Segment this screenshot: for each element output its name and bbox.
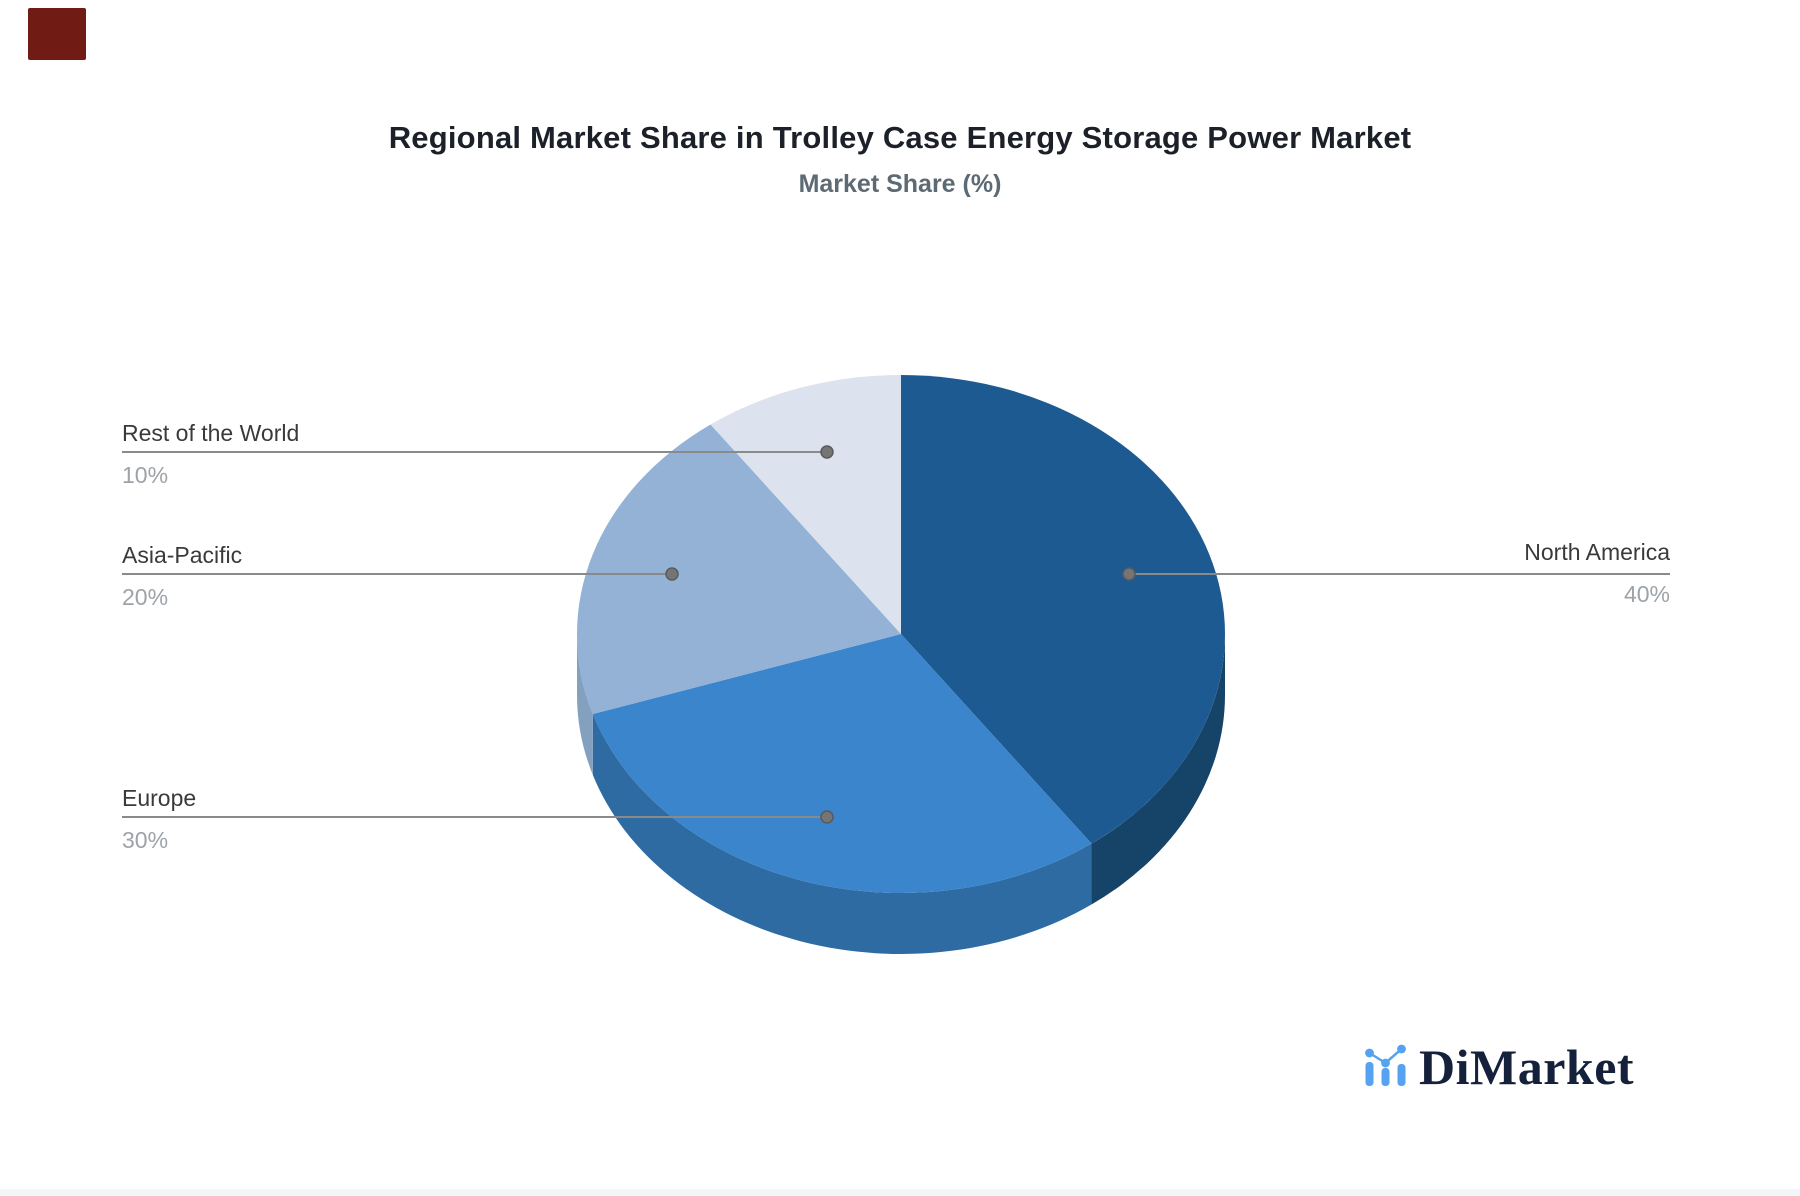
slice-percent: 40% <box>1623 581 1670 607</box>
slice-label-asia-pacific: Asia-Pacific 20% <box>122 541 242 611</box>
leader-dot-rest-of-the-world <box>820 445 834 459</box>
slice-north-america-wedge[interactable] <box>901 375 1225 844</box>
chart-subtitle: Market Share (%) <box>798 170 1002 198</box>
slice-europe-side[interactable] <box>592 714 1092 954</box>
slice-rest-of-the-world-wedge[interactable] <box>710 375 901 634</box>
slice-label-rest-of-the-world: Rest of the World 10% <box>122 419 299 489</box>
slice-name: Rest of the World <box>122 420 300 446</box>
top-left-marker <box>28 8 86 60</box>
logo: DiMarket <box>1365 1039 1635 1095</box>
slice-name: Asia-Pacific <box>122 542 243 568</box>
leader-dot-asia-pacific <box>665 567 679 581</box>
slice-europe-wedge[interactable] <box>592 634 1092 893</box>
slice-percent: 30% <box>122 827 169 853</box>
slice-asia-pacific-wedge[interactable] <box>577 424 901 715</box>
footer-strip <box>0 1189 1800 1196</box>
slice-percent: 20% <box>122 584 169 610</box>
leader-dot-north-america <box>1122 567 1136 581</box>
slice-name: North America <box>1524 539 1670 565</box>
slice-asia-pacific-side[interactable] <box>577 634 593 776</box>
trend-bars-icon <box>1365 1044 1406 1086</box>
slice-label-north-america: North America 40% <box>1524 538 1670 608</box>
slice-north-america-side[interactable] <box>1091 634 1225 905</box>
slice-label-europe: Europe 30% <box>122 784 196 854</box>
leader-dot-europe <box>820 810 834 824</box>
slice-name: Europe <box>122 785 197 811</box>
slice-percent: 10% <box>122 462 169 488</box>
logo-text: DiMarket <box>1419 1039 1635 1095</box>
chart-title: Regional Market Share in Trolley Case En… <box>388 120 1412 155</box>
